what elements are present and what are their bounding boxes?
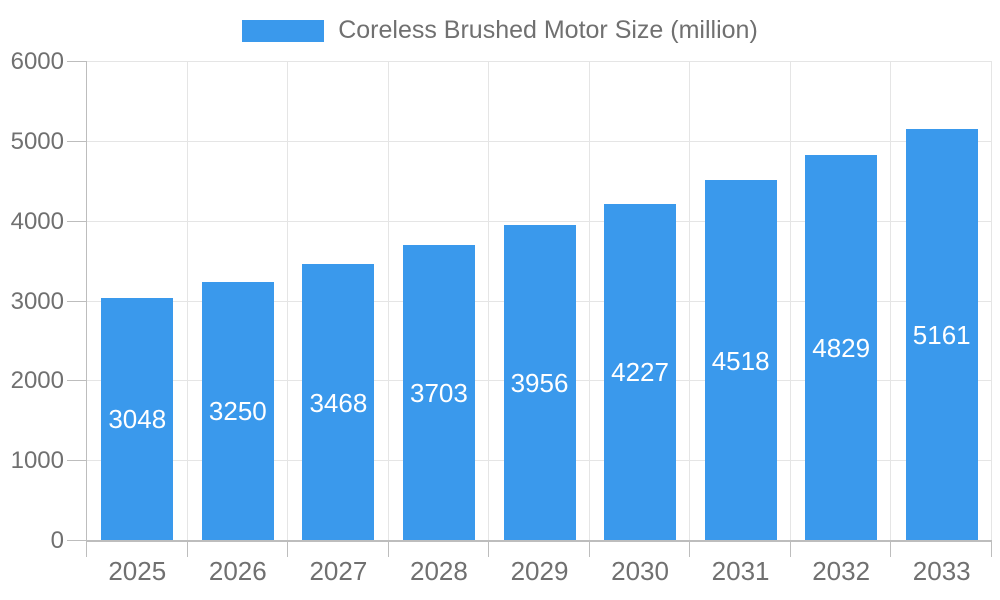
x-axis-tick-label: 2032 bbox=[812, 556, 871, 586]
x-axis-tick bbox=[890, 541, 892, 557]
bar-2026[interactable] bbox=[201, 281, 274, 541]
y-axis-line bbox=[86, 62, 87, 541]
y-axis-tick bbox=[67, 300, 87, 302]
y-axis-tick bbox=[67, 460, 87, 462]
x-axis-tick-label: 2028 bbox=[410, 556, 468, 586]
x-axis-tick-label: 2026 bbox=[208, 556, 267, 586]
x-axis-tick-label: 2031 bbox=[711, 556, 770, 586]
y-axis-tick-label: 4000 bbox=[10, 207, 64, 235]
bar-2027[interactable] bbox=[302, 264, 375, 541]
gridline-vertical bbox=[387, 62, 389, 541]
x-axis-tick bbox=[186, 541, 188, 557]
bar-2032[interactable] bbox=[805, 155, 878, 541]
legend-item[interactable]: Coreless Brushed Motor Size (million) bbox=[0, 18, 1000, 43]
x-axis-tick-label: 2033 bbox=[912, 556, 971, 586]
bar-value-label: 4227 bbox=[611, 357, 669, 388]
x-axis-tick bbox=[488, 541, 490, 557]
bar-2030[interactable] bbox=[604, 203, 677, 541]
x-axis-tick bbox=[789, 541, 791, 557]
y-axis-tick-label: 6000 bbox=[10, 48, 64, 75]
y-axis-tick bbox=[67, 140, 87, 142]
gridline-vertical bbox=[689, 62, 691, 541]
y-axis-tick-label: 2000 bbox=[10, 367, 64, 395]
y-axis-tick bbox=[67, 220, 87, 222]
bar-2031[interactable] bbox=[704, 180, 777, 541]
y-axis-tick-label: 5000 bbox=[10, 127, 64, 155]
bar-2025[interactable] bbox=[101, 297, 174, 541]
y-axis-tick bbox=[67, 380, 87, 382]
bar-value-label: 3048 bbox=[108, 404, 167, 435]
bar-value-label: 5161 bbox=[912, 319, 971, 350]
bar-2028[interactable] bbox=[402, 245, 475, 541]
gridline-vertical bbox=[186, 62, 188, 541]
x-axis-tick bbox=[689, 541, 691, 557]
y-axis-tick-label: 0 bbox=[50, 527, 64, 554]
x-axis-tick-label: 2030 bbox=[611, 556, 669, 586]
legend-swatch bbox=[242, 19, 325, 42]
y-axis-tick bbox=[67, 61, 87, 62]
x-axis-tick bbox=[86, 541, 87, 557]
bar-value-label: 3468 bbox=[309, 387, 368, 418]
x-axis-tick bbox=[287, 541, 289, 557]
bar-value-label: 3956 bbox=[510, 368, 569, 399]
bar-value-label: 4518 bbox=[711, 345, 770, 376]
gridline-vertical bbox=[991, 62, 992, 541]
gridline-vertical bbox=[488, 62, 490, 541]
x-axis-tick bbox=[588, 541, 590, 557]
legend-label: Coreless Brushed Motor Size (million) bbox=[338, 16, 758, 44]
gridline-vertical bbox=[890, 62, 892, 541]
bar-value-label: 4829 bbox=[812, 333, 871, 364]
x-axis-tick-label: 2025 bbox=[108, 556, 167, 586]
y-axis-tick bbox=[67, 540, 87, 541]
bar-value-label: 3703 bbox=[410, 378, 468, 409]
gridline-vertical bbox=[789, 62, 791, 541]
bar-2029[interactable] bbox=[503, 225, 576, 541]
x-axis-tick bbox=[991, 541, 992, 557]
x-axis-tick-label: 2029 bbox=[510, 556, 569, 586]
x-axis-tick bbox=[387, 541, 389, 557]
gridline-horizontal bbox=[87, 220, 992, 222]
bar-2033[interactable] bbox=[905, 128, 978, 541]
y-axis-tick-label: 1000 bbox=[10, 447, 64, 475]
gridline-vertical bbox=[588, 62, 590, 541]
gridline-horizontal bbox=[87, 61, 992, 62]
y-axis-tick-label: 3000 bbox=[10, 287, 64, 315]
x-axis-line bbox=[86, 540, 992, 542]
gridline-horizontal bbox=[87, 140, 992, 142]
x-axis-tick-label: 2027 bbox=[309, 556, 368, 586]
bar-value-label: 3250 bbox=[208, 396, 267, 427]
gridline-vertical bbox=[287, 62, 289, 541]
